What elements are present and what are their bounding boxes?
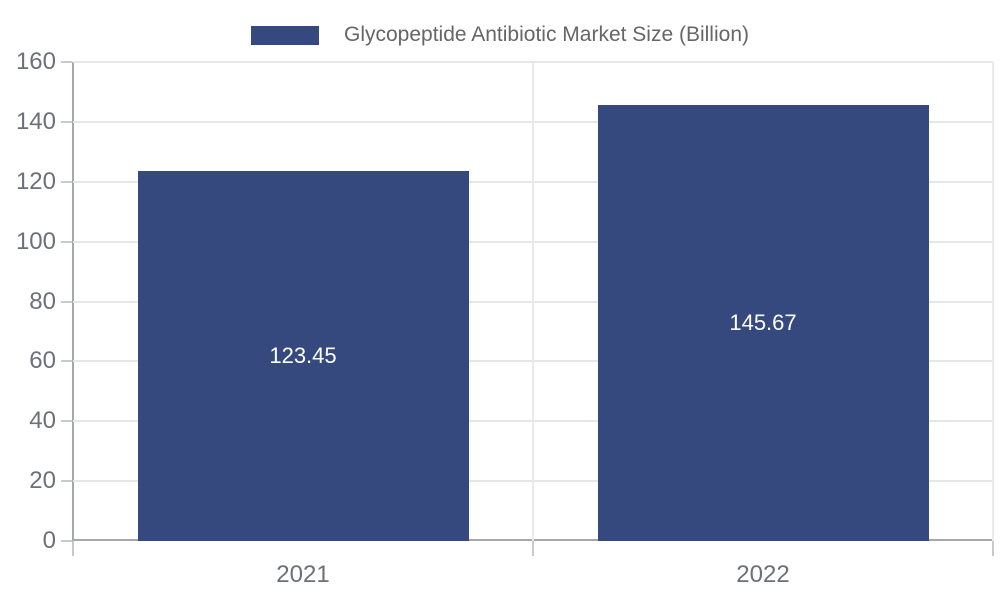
- y-axis-tick-label: 80: [29, 287, 56, 315]
- x-axis-tick: [72, 541, 74, 556]
- split-line-1: [532, 62, 534, 541]
- y-axis-tick-label: 0: [42, 527, 56, 554]
- y-axis-tick: [61, 360, 72, 363]
- y-axis-tick-label: 20: [29, 467, 56, 495]
- legend-label: Glycopeptide Antibiotic Market Size (Bil…: [343, 23, 749, 46]
- y-axis-tick: [61, 180, 72, 183]
- y-axis-tick: [61, 540, 72, 542]
- x-axis-tick: [532, 541, 534, 556]
- y-axis-tick-label: 100: [15, 227, 56, 255]
- bar-2022[interactable]: [597, 104, 929, 541]
- x-axis-label-2021: 2021: [276, 561, 330, 588]
- y-axis-tick: [61, 300, 72, 303]
- y-axis-tick: [61, 420, 72, 423]
- x-axis-tick: [992, 541, 994, 556]
- plot-area: 123.45 145.67: [73, 61, 994, 541]
- y-axis-tick: [61, 61, 72, 63]
- x-axis-label-2022: 2022: [736, 561, 790, 588]
- legend-swatch: [250, 25, 319, 45]
- bar-value-label-2021: 123.45: [269, 343, 337, 369]
- bar-value-label-2022: 145.67: [729, 309, 797, 335]
- y-axis-tick-label: 160: [15, 48, 56, 75]
- y-axis-tick-label: 120: [15, 167, 56, 195]
- y-axis-tick: [61, 240, 72, 243]
- y-axis-tick-label: 60: [29, 347, 56, 375]
- legend[interactable]: Glycopeptide Antibiotic Market Size (Bil…: [0, 18, 1000, 52]
- y-axis-tick-label: 140: [15, 107, 56, 135]
- split-line-2: [992, 62, 994, 541]
- bar-2021[interactable]: [137, 171, 469, 541]
- y-axis-tick-label: 40: [29, 407, 56, 435]
- y-axis-tick: [61, 480, 72, 483]
- y-axis-tick: [61, 120, 72, 123]
